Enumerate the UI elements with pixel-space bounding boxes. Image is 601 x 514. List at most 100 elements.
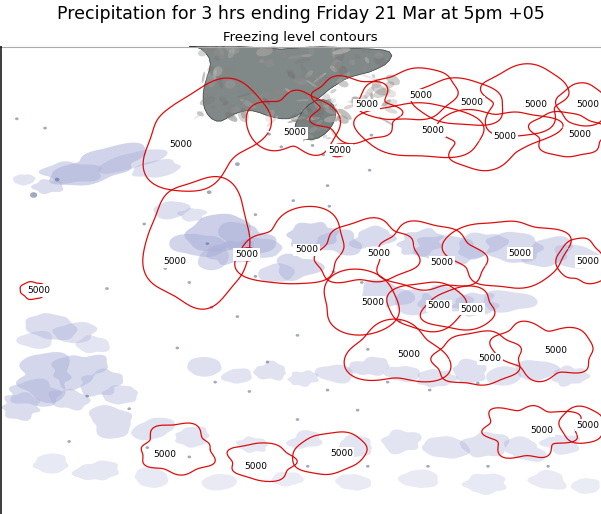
Circle shape [428,389,432,392]
Polygon shape [416,369,458,388]
Ellipse shape [332,48,350,54]
Circle shape [370,134,373,137]
Circle shape [235,252,240,256]
Ellipse shape [309,126,317,133]
Text: 5000: 5000 [525,100,548,109]
Text: 5000: 5000 [569,130,591,139]
Circle shape [296,334,299,337]
Ellipse shape [353,98,361,103]
Ellipse shape [360,74,374,79]
Circle shape [326,184,329,187]
Ellipse shape [339,66,347,80]
Ellipse shape [350,98,359,104]
Ellipse shape [307,108,312,113]
Circle shape [55,178,59,181]
Ellipse shape [275,88,288,95]
Ellipse shape [349,60,355,65]
Polygon shape [486,366,521,386]
Ellipse shape [262,46,277,54]
Text: 5000: 5000 [244,462,267,471]
Ellipse shape [331,89,337,93]
Ellipse shape [214,56,221,61]
Ellipse shape [238,108,249,122]
Ellipse shape [212,68,217,83]
Ellipse shape [308,46,315,56]
Ellipse shape [294,134,299,138]
Ellipse shape [316,70,325,78]
Text: 5000: 5000 [460,305,483,314]
Circle shape [398,320,401,323]
Polygon shape [9,378,62,407]
Text: 5000: 5000 [361,298,384,307]
Ellipse shape [202,71,205,83]
Text: 5000: 5000 [421,126,444,135]
Polygon shape [453,359,487,383]
Text: 5000: 5000 [576,257,599,266]
Text: 5000: 5000 [355,100,378,109]
Polygon shape [286,222,340,250]
Polygon shape [218,222,276,255]
Ellipse shape [347,100,359,103]
Circle shape [306,465,310,468]
Text: 5000: 5000 [508,248,531,258]
Polygon shape [338,435,372,457]
Ellipse shape [374,56,386,66]
Polygon shape [51,355,108,391]
Circle shape [248,390,251,393]
Ellipse shape [237,93,252,97]
Ellipse shape [250,93,264,102]
Ellipse shape [206,78,217,87]
Circle shape [546,465,550,468]
Ellipse shape [207,66,217,71]
Circle shape [486,465,490,468]
Ellipse shape [313,72,326,83]
Ellipse shape [386,75,400,85]
Text: 5000: 5000 [367,248,390,258]
Ellipse shape [210,105,216,109]
Text: Freezing level contours: Freezing level contours [223,30,378,44]
Ellipse shape [218,76,223,89]
Circle shape [322,153,325,156]
Polygon shape [1,392,40,421]
Polygon shape [258,263,295,282]
Ellipse shape [296,99,310,101]
Ellipse shape [288,71,295,79]
Ellipse shape [310,77,327,86]
Ellipse shape [322,94,331,108]
Circle shape [235,162,240,166]
Polygon shape [349,226,397,249]
Ellipse shape [300,64,308,75]
Ellipse shape [240,99,256,108]
Ellipse shape [364,86,374,98]
Polygon shape [253,361,286,380]
Polygon shape [154,201,191,219]
Polygon shape [16,352,72,403]
Polygon shape [81,369,123,397]
Circle shape [266,361,269,363]
Ellipse shape [363,64,367,74]
Polygon shape [13,174,35,186]
Ellipse shape [285,70,293,73]
Ellipse shape [225,80,236,88]
Ellipse shape [303,135,305,142]
Circle shape [426,465,430,468]
Ellipse shape [334,62,343,73]
Text: 5000: 5000 [330,449,353,457]
Ellipse shape [321,125,328,130]
Ellipse shape [314,101,320,108]
Ellipse shape [323,135,328,138]
Polygon shape [571,478,600,494]
Ellipse shape [334,47,344,61]
Ellipse shape [354,55,361,59]
Polygon shape [132,159,181,178]
Ellipse shape [373,87,391,98]
Circle shape [356,409,359,412]
Ellipse shape [293,58,311,64]
Polygon shape [412,235,485,265]
Ellipse shape [219,96,227,103]
Polygon shape [198,248,229,270]
Polygon shape [383,366,419,382]
Ellipse shape [269,50,287,52]
Ellipse shape [300,110,304,112]
Ellipse shape [319,103,323,105]
